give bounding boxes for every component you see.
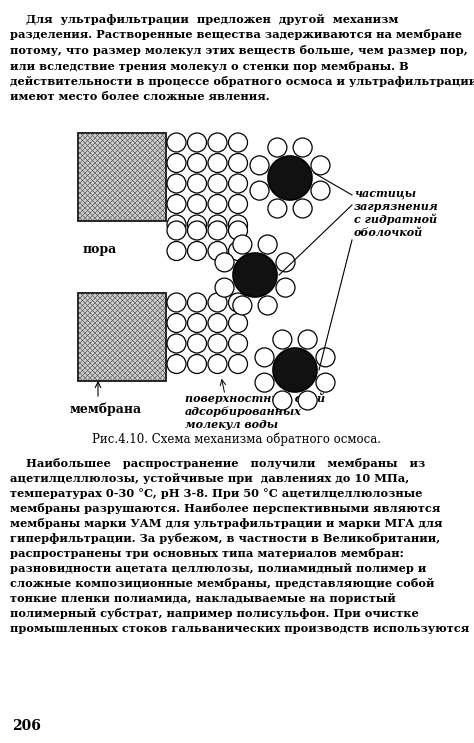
Circle shape	[316, 348, 335, 367]
Circle shape	[208, 241, 227, 261]
Circle shape	[293, 138, 312, 157]
Circle shape	[228, 241, 247, 261]
Text: мембраны разрушаются. Наиболее перспективными являются: мембраны разрушаются. Наиболее перспекти…	[10, 503, 440, 514]
Text: потому, что размер молекул этих веществ больше, чем размер пор,: потому, что размер молекул этих веществ …	[10, 45, 468, 56]
Text: 206: 206	[12, 719, 41, 733]
Circle shape	[228, 154, 247, 172]
Circle shape	[208, 215, 227, 234]
Circle shape	[250, 156, 269, 175]
Circle shape	[188, 334, 207, 353]
Circle shape	[208, 354, 227, 374]
Text: тонкие пленки полиамида, накладываемые на пористый: тонкие пленки полиамида, накладываемые н…	[10, 593, 396, 604]
Circle shape	[188, 241, 207, 261]
Circle shape	[233, 253, 277, 297]
Text: ацетилцеллюлозы, устойчивые при  давлениях до 10 МПа,: ацетилцеллюлозы, устойчивые при давления…	[10, 473, 409, 484]
Circle shape	[233, 235, 252, 254]
Circle shape	[188, 215, 207, 234]
Circle shape	[167, 241, 186, 261]
Circle shape	[311, 181, 330, 200]
Text: Наибольшее   распространение   получили   мембраны   из: Наибольшее распространение получили мемб…	[10, 458, 425, 469]
Circle shape	[228, 195, 247, 213]
Text: имеют место более сложные явления.: имеют место более сложные явления.	[10, 91, 270, 103]
Circle shape	[233, 296, 252, 315]
Circle shape	[293, 199, 312, 218]
Text: температурах 0-30 °C, pH 3-8. При 50 °C ацетилцеллюлозные: температурах 0-30 °C, pH 3-8. При 50 °C …	[10, 488, 422, 499]
Circle shape	[208, 293, 227, 312]
Circle shape	[268, 138, 287, 157]
Circle shape	[250, 181, 269, 200]
Bar	[78, 293, 166, 381]
Text: Для  ультрафильтрации  предложен  другой  механизм: Для ультрафильтрации предложен другой ме…	[10, 14, 398, 25]
Circle shape	[167, 334, 186, 353]
Circle shape	[268, 199, 287, 218]
Circle shape	[167, 174, 186, 193]
Text: действительности в процессе обратного осмоса и ультрафильтрации: действительности в процессе обратного ос…	[10, 76, 474, 87]
Circle shape	[228, 215, 247, 234]
Circle shape	[268, 156, 312, 200]
Circle shape	[208, 221, 227, 240]
Circle shape	[188, 133, 207, 152]
Circle shape	[167, 154, 186, 172]
Circle shape	[208, 154, 227, 172]
Circle shape	[188, 293, 207, 312]
Text: мембраны марки УАМ для ультрафильтрации и марки МГА для: мембраны марки УАМ для ультрафильтрации …	[10, 518, 443, 529]
Circle shape	[208, 195, 227, 213]
Text: сложные композиционные мембраны, представляющие собой: сложные композиционные мембраны, предста…	[10, 578, 435, 589]
Circle shape	[167, 215, 186, 234]
Circle shape	[276, 253, 295, 272]
Circle shape	[215, 278, 234, 297]
Circle shape	[188, 314, 207, 333]
Text: промышленных стоков гальванических производств используются: промышленных стоков гальванических произ…	[10, 623, 469, 634]
Text: распространены три основных типа материалов мембран:: распространены три основных типа материа…	[10, 548, 404, 559]
Circle shape	[228, 133, 247, 152]
Circle shape	[167, 133, 186, 152]
Circle shape	[298, 391, 317, 410]
Circle shape	[167, 221, 186, 240]
Text: поверхностный слой
адсорбированных
молекул воды: поверхностный слой адсорбированных молек…	[185, 393, 325, 430]
Text: пора: пора	[83, 242, 117, 256]
Circle shape	[273, 391, 292, 410]
Circle shape	[311, 156, 330, 175]
Circle shape	[188, 154, 207, 172]
Circle shape	[228, 221, 247, 240]
Circle shape	[208, 334, 227, 353]
Circle shape	[276, 278, 295, 297]
Text: или вследствие трения молекул о стенки пор мембраны. В: или вследствие трения молекул о стенки п…	[10, 60, 409, 71]
Circle shape	[255, 348, 274, 367]
Circle shape	[228, 174, 247, 193]
Circle shape	[208, 133, 227, 152]
Circle shape	[258, 235, 277, 254]
Circle shape	[188, 195, 207, 213]
Circle shape	[228, 354, 247, 374]
Circle shape	[273, 348, 317, 392]
Circle shape	[188, 221, 207, 240]
Text: частицы
загрязнения
с гидратной
оболочкой: частицы загрязнения с гидратной оболочко…	[354, 188, 439, 238]
Circle shape	[273, 330, 292, 349]
Circle shape	[298, 330, 317, 349]
Circle shape	[167, 195, 186, 213]
Circle shape	[208, 314, 227, 333]
Circle shape	[316, 373, 335, 392]
Circle shape	[228, 314, 247, 333]
Circle shape	[208, 174, 227, 193]
Circle shape	[167, 314, 186, 333]
Text: мембрана: мембрана	[70, 403, 142, 417]
Text: гиперфильтрации. За рубежом, в частности в Великобритании,: гиперфильтрации. За рубежом, в частности…	[10, 533, 440, 544]
Circle shape	[258, 296, 277, 315]
Circle shape	[228, 334, 247, 353]
Circle shape	[255, 373, 274, 392]
Text: полимерный субстрат, например полисульфон. При очистке: полимерный субстрат, например полисульфо…	[10, 608, 419, 619]
Circle shape	[167, 354, 186, 374]
Bar	[78, 133, 166, 221]
Circle shape	[188, 354, 207, 374]
Circle shape	[215, 253, 234, 272]
Text: Рис.4.10. Схема механизма обратного осмоса.: Рис.4.10. Схема механизма обратного осмо…	[92, 432, 382, 446]
Text: разделения. Растворенные вещества задерживаются на мембране: разделения. Растворенные вещества задерж…	[10, 30, 462, 41]
Text: разновидности ацетата целлюлозы, полиамидный полимер и: разновидности ацетата целлюлозы, полиами…	[10, 563, 427, 574]
Circle shape	[228, 293, 247, 312]
Circle shape	[188, 174, 207, 193]
Circle shape	[167, 293, 186, 312]
